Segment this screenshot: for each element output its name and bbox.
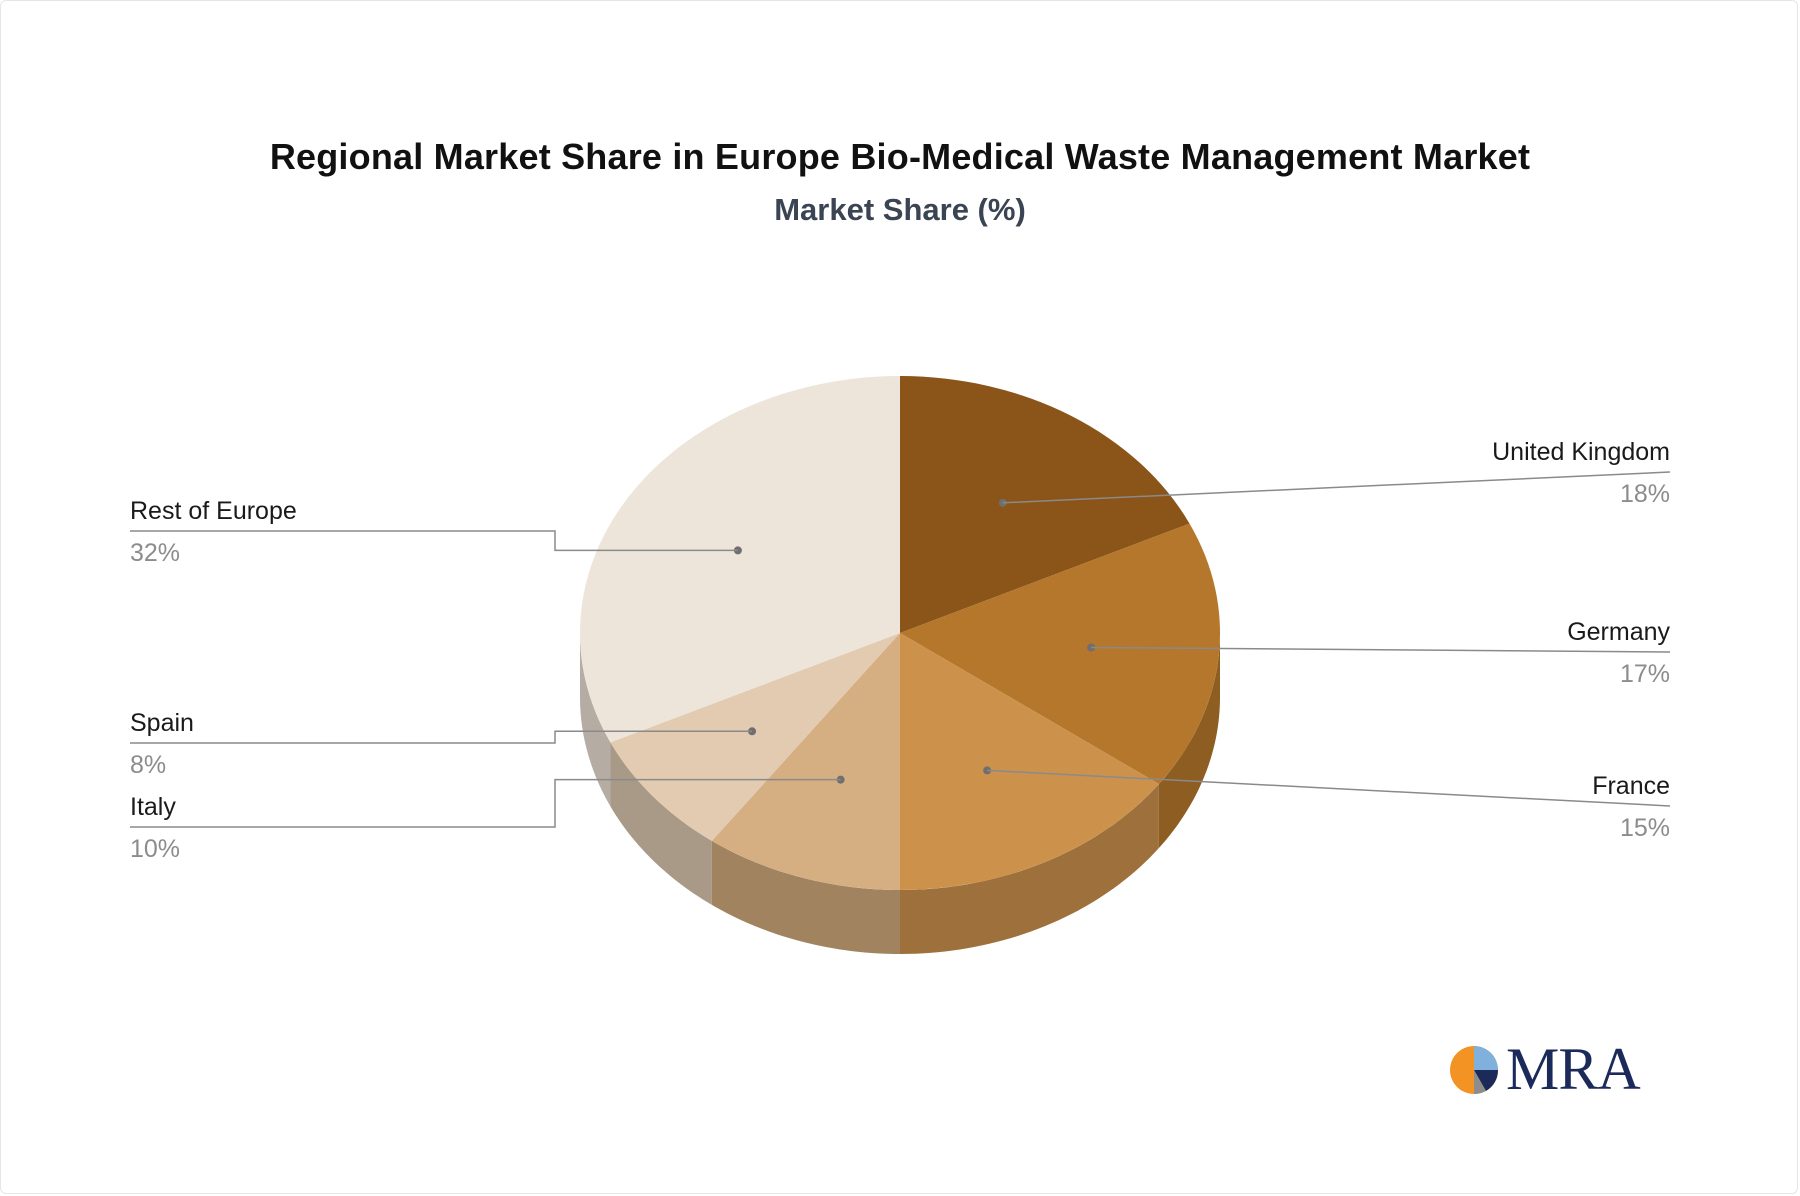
slice-label-rest-of-europe: Rest of Europe [130,497,297,525]
slice-label-spain: Spain [130,709,194,737]
slice-value-italy: 10% [130,835,180,863]
pie-slice-united-kingdom [900,376,1190,633]
slice-value-rest-of-europe: 32% [130,539,180,567]
pie-slice-germany [900,523,1221,785]
logo-pie-icon [1450,1046,1499,1095]
chart-title: Regional Market Share in Europe Bio-Medi… [269,136,1531,177]
pie-slice-spain [610,633,900,841]
pie-side-rest-of-europe [580,633,611,807]
mra-logo: MRA [1448,1036,1648,1102]
chart-subtitle: Market Share (%) [774,192,1026,227]
leader-line-spain [130,730,753,744]
pie-side-italy [711,840,900,954]
pie-labels: United Kingdom 18% Germany 17% France 15% Ital… [130,438,1670,863]
slice-label-france: France [1592,772,1670,800]
slice-value-germany: 17% [1620,660,1670,688]
leader-line-italy [130,778,841,828]
pie-side-france [900,784,1159,954]
leader-line-rest-of-europe [130,530,738,552]
pie-slice-france [900,633,1159,890]
slice-value-spain: 8% [130,751,166,779]
slice-label-united-kingdom: United Kingdom [1492,438,1670,466]
pie-leaders [130,471,1671,828]
pie-slice-italy [711,633,900,890]
slice-label-germany: Germany [1567,618,1670,646]
slice-label-italy: Italy [130,793,176,821]
pie-sides [580,633,1220,954]
pie-side-germany [1158,633,1220,849]
slice-value-france: 15% [1620,814,1670,842]
leader-line-united-kingdom [1002,471,1671,504]
leader-line-germany [1091,646,1671,653]
pie-slice-rest-of-europe [580,376,900,743]
slice-value-united-kingdom: 18% [1620,480,1670,508]
logo-text: MRA [1506,1036,1641,1102]
pie-tops [580,376,1221,890]
pie-side-spain [610,742,712,905]
leader-line-france [987,769,1671,807]
